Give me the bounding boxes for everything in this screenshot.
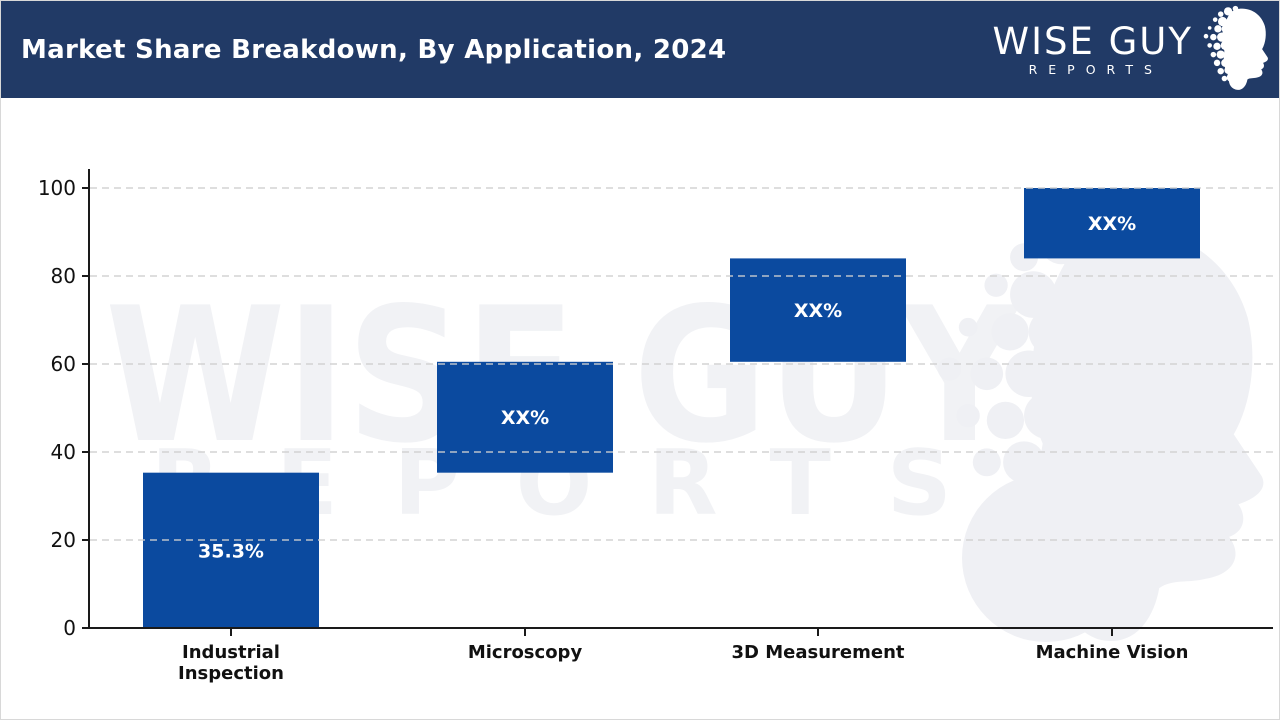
- x-tick-label: Industrial: [182, 642, 280, 663]
- y-tick-label: 60: [51, 352, 76, 376]
- bar-value-label: XX%: [794, 300, 842, 322]
- y-tick-label: 0: [63, 616, 76, 640]
- x-tick-label: Inspection: [178, 663, 284, 684]
- wiseguy-logo: WISE GUY REPORTS: [993, 4, 1271, 96]
- bar: [143, 472, 319, 628]
- bar: [437, 361, 613, 473]
- bar-value-label: 35.3%: [198, 540, 264, 562]
- y-tick-label: 40: [51, 440, 76, 464]
- logo-head-icon: [1187, 4, 1271, 96]
- logo-wordmark: WISE GUY: [992, 19, 1193, 63]
- logo-subtitle: REPORTS: [1028, 61, 1163, 77]
- y-tick-label: 100: [38, 176, 76, 200]
- page-title: Market Share Breakdown, By Application, …: [21, 34, 727, 65]
- bar-value-label: XX%: [1088, 213, 1136, 235]
- y-tick-label: 80: [51, 264, 76, 288]
- x-tick-label: 3D Measurement: [732, 642, 905, 663]
- x-tick-label: Microscopy: [468, 642, 583, 663]
- header: Market Share Breakdown, By Application, …: [1, 1, 1279, 98]
- logo-text: WISE GUY REPORTS: [993, 23, 1193, 77]
- bar-value-label: XX%: [501, 407, 549, 429]
- x-tick-label: Machine Vision: [1036, 642, 1189, 663]
- y-tick-label: 20: [51, 528, 76, 552]
